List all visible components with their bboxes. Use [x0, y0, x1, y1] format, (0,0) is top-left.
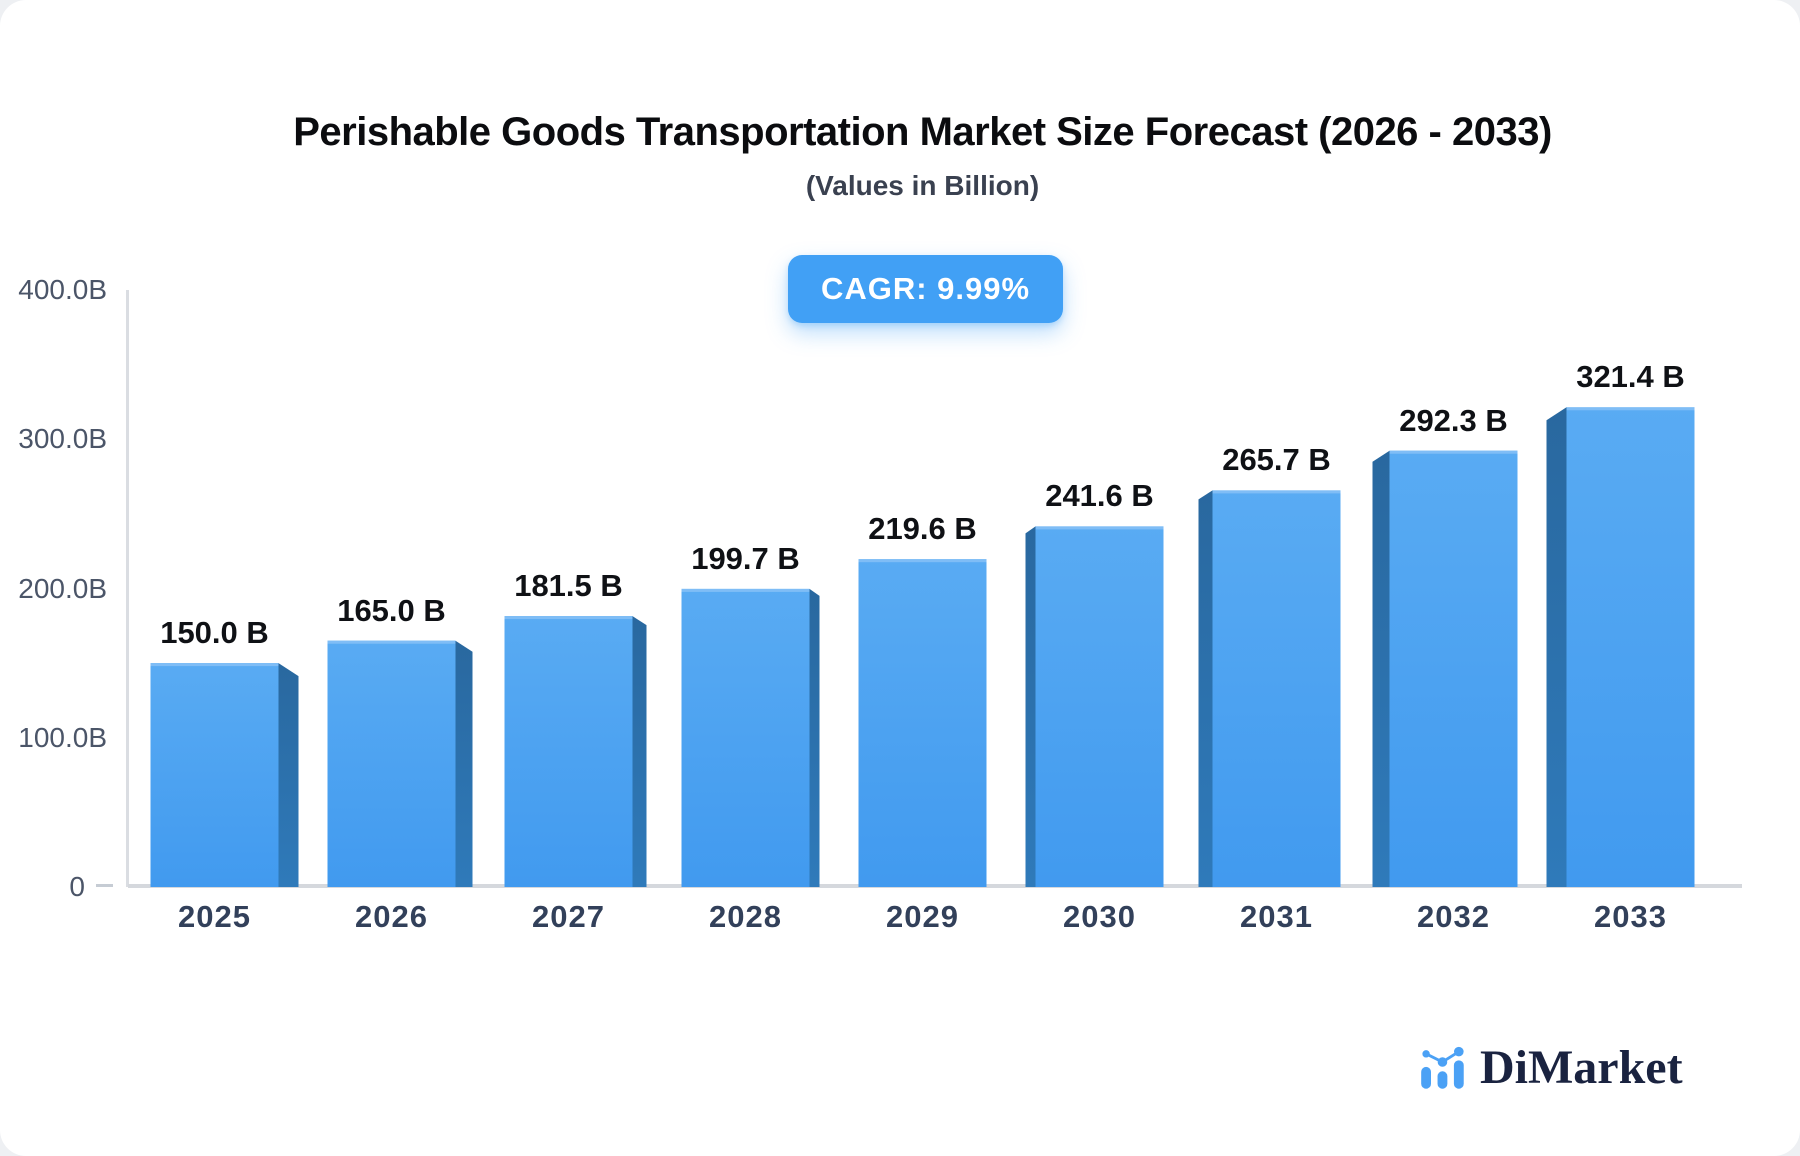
bar-value-label: 150.0 B: [160, 615, 269, 651]
x-axis-year-label: 2026: [355, 899, 428, 934]
bar: [327, 640, 456, 887]
y-axis-tick-label: 0: [69, 871, 85, 902]
bar-3d-side: [1372, 450, 1390, 887]
bar: [1389, 450, 1518, 887]
x-axis-year-label: 2033: [1594, 899, 1667, 934]
chart-subtitle: (Values in Billion): [805, 170, 1040, 201]
bar: [1035, 526, 1164, 887]
bar-value-label: 165.0 B: [337, 592, 446, 628]
x-axis-year-label: 2025: [178, 899, 251, 934]
bar-3d-side: [278, 663, 299, 887]
bar-top-edge: [1035, 526, 1164, 530]
bar-top-edge: [858, 559, 987, 563]
bar: [1566, 407, 1695, 887]
bar-top-edge: [327, 640, 456, 644]
bar-value-label: 199.7 B: [691, 540, 800, 576]
bar-top-edge: [1212, 490, 1341, 494]
bar-top-edge: [504, 616, 633, 620]
bar-3d-side: [809, 588, 820, 887]
bar-top-edge: [150, 663, 279, 667]
mini-bar-line-chart-icon: [1421, 1046, 1464, 1089]
bar: [1212, 490, 1341, 887]
bar-value-label: 181.5 B: [514, 568, 623, 604]
bar-value-label: 241.6 B: [1045, 478, 1154, 514]
bar-value-label: 265.7 B: [1222, 442, 1331, 478]
bar-top-edge: [681, 588, 810, 592]
bar-3d-side: [455, 640, 473, 887]
bar-value-label: 292.3 B: [1399, 402, 1508, 438]
y-axis-tick-label: 100.0B: [18, 721, 107, 753]
x-axis-year-label: 2028: [709, 899, 782, 934]
dimarket-logo: DiMarket: [1419, 1038, 1683, 1094]
bar-top-edge: [1566, 407, 1695, 411]
bar-3d-side: [1546, 407, 1567, 887]
bar-value-label: 321.4 B: [1576, 359, 1685, 395]
bar-3d-side: [1198, 490, 1213, 887]
x-axis-year-label: 2029: [886, 899, 959, 934]
logo-text: DiMarket: [1480, 1041, 1683, 1094]
x-axis-year-label: 2027: [532, 899, 605, 934]
bar-top-edge: [1389, 450, 1518, 454]
zero-tick-dash: [96, 884, 113, 887]
bar-3d-side: [1025, 526, 1036, 887]
bar: [504, 616, 633, 887]
x-axis-year-label: 2030: [1063, 899, 1136, 934]
bar: [858, 559, 987, 887]
bar: [681, 588, 810, 887]
y-axis-tick-label: 300.0B: [18, 423, 107, 455]
y-axis-line: [126, 290, 129, 887]
x-axis-year-label: 2031: [1240, 899, 1313, 934]
y-axis-tick-label: 400.0B: [18, 274, 107, 305]
cagr-badge: CAGR: 9.99%: [788, 255, 1063, 323]
bar: [150, 663, 279, 887]
chart-title: Perishable Goods Transportation Market S…: [293, 110, 1552, 154]
cagr-badge-label: CAGR: 9.99%: [820, 271, 1031, 306]
bar-value-label: 219.6 B: [868, 511, 977, 547]
bar-3d-side: [632, 616, 647, 887]
x-axis-year-label: 2032: [1417, 899, 1490, 934]
y-axis-tick-label: 200.0B: [18, 572, 107, 604]
